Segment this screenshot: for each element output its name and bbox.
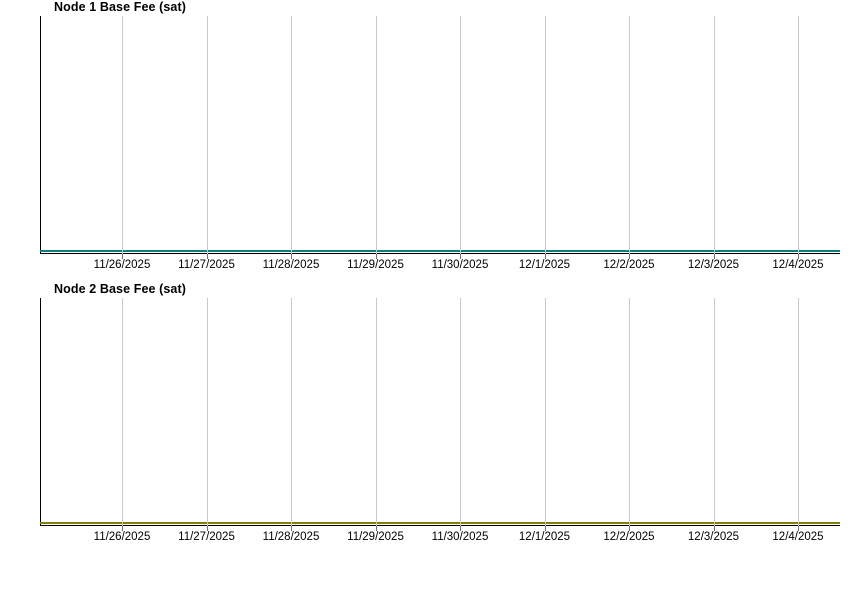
x-axis-tick-mark <box>460 526 461 531</box>
y-axis-node-1 <box>40 16 41 254</box>
x-axis-tick-mark <box>375 526 377 531</box>
gridline <box>122 298 123 526</box>
x-axis-tick-mark <box>206 526 208 531</box>
plot-area-node-1 <box>40 16 840 259</box>
x-axis-tick-label: 11/30/2025 <box>431 531 489 543</box>
chart-panel-node-1: Node 1 Base Fee (sat) 11/26/2025 11/27/20… <box>0 0 860 282</box>
gridline <box>713 298 715 526</box>
x-axis-tick-mark <box>629 526 630 531</box>
series-line-node-1 <box>40 250 840 252</box>
x-axis-tick-label: 11/28/2025 <box>262 531 320 543</box>
x-axis-labels-node-1: 11/26/2025 11/27/2025 11/28/2025 11/29/2025… <box>40 258 840 276</box>
x-axis-tick-mark <box>798 254 799 259</box>
gridline <box>798 298 799 526</box>
x-axis-tick-mark <box>375 254 377 259</box>
gridline <box>544 16 546 254</box>
x-axis-tick-label: 12/1/2025 <box>518 259 571 271</box>
x-axis-tick-label: 11/29/2025 <box>347 259 404 271</box>
gridline <box>544 298 546 526</box>
series-line-node-2 <box>40 522 840 524</box>
x-axis-tick-label: 12/3/2025 <box>687 531 740 543</box>
x-axis-tick-label: 12/4/2025 <box>772 531 824 543</box>
chart-title-node-1: Node 1 Base Fee (sat) <box>54 0 187 14</box>
x-axis-tick-label: 11/26/2025 <box>93 531 151 543</box>
x-axis-tick-mark <box>629 254 630 259</box>
x-axis-tick-mark <box>291 526 292 531</box>
x-axis-tick-mark <box>544 254 546 259</box>
gridline <box>460 16 461 254</box>
gridline <box>798 16 799 254</box>
plot-inner-node-1 <box>40 16 840 259</box>
x-axis-tick-mark <box>291 254 292 259</box>
x-axis-tick-mark <box>713 254 715 259</box>
x-axis-tick-label: 12/2/2025 <box>603 531 655 543</box>
x-axis-tick-mark <box>544 526 546 531</box>
x-axis-tick-label: 12/2/2025 <box>603 259 655 271</box>
x-axis-tick-label: 11/26/2025 <box>93 259 151 271</box>
x-axis-labels-node-2: 11/26/2025 11/27/2025 11/28/2025 11/29/2025… <box>40 530 840 548</box>
gridline <box>206 16 208 254</box>
gridline <box>629 16 630 254</box>
gridline <box>291 298 292 526</box>
gridline <box>375 16 377 254</box>
x-axis-tick-mark <box>206 254 208 259</box>
gridline <box>713 16 715 254</box>
x-axis-tick-label: 11/29/2025 <box>347 531 404 543</box>
x-axis-tick-mark <box>122 526 123 531</box>
x-axis-tick-mark <box>460 254 461 259</box>
x-axis-tick-label: 11/30/2025 <box>431 259 489 271</box>
gridline <box>460 298 461 526</box>
x-axis-tick-label: 11/28/2025 <box>262 259 320 271</box>
gridline <box>291 16 292 254</box>
plot-inner-node-2 <box>40 298 840 531</box>
chart-panel-node-2: Node 2 Base Fee (sat) 11/26/2025 11/27/20… <box>0 282 860 582</box>
chart-title-node-2: Node 2 Base Fee (sat) <box>54 282 187 296</box>
x-axis-node-2 <box>40 525 840 526</box>
x-axis-tick-label: 12/4/2025 <box>772 259 824 271</box>
x-axis-tick-label: 12/3/2025 <box>687 259 740 271</box>
x-axis-tick-label: 12/1/2025 <box>518 531 571 543</box>
gridline <box>206 298 208 526</box>
x-axis-tick-mark <box>798 526 799 531</box>
gridline <box>629 298 630 526</box>
x-axis-tick-mark <box>713 526 715 531</box>
y-axis-node-2 <box>40 298 41 526</box>
x-axis-tick-label: 11/27/2025 <box>178 531 235 543</box>
plot-area-node-2 <box>40 298 840 531</box>
x-axis-node-1 <box>40 253 840 254</box>
gridline <box>122 16 123 254</box>
x-axis-tick-mark <box>122 254 123 259</box>
gridline <box>375 298 377 526</box>
x-axis-tick-label: 11/27/2025 <box>178 259 235 271</box>
